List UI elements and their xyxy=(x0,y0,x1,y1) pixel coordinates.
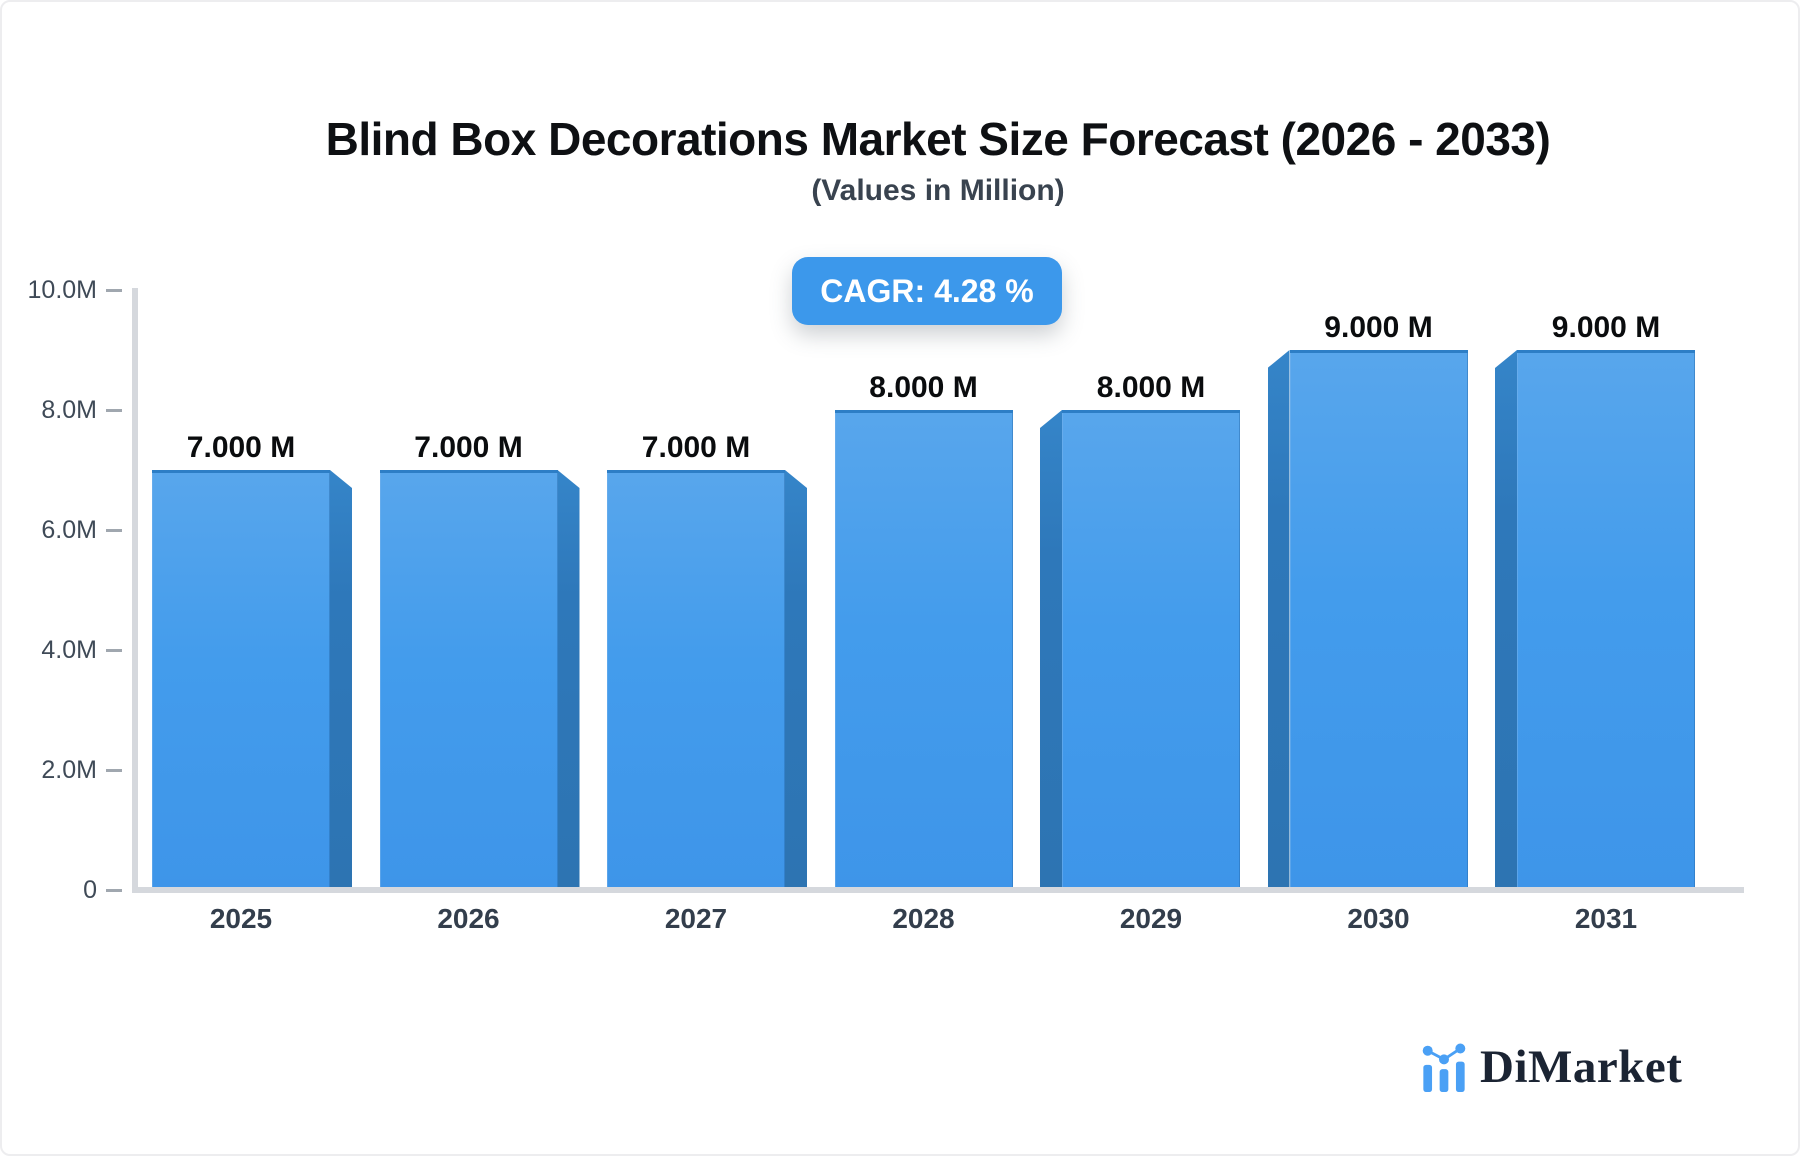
bar-2025 xyxy=(152,470,330,890)
bar-2029 xyxy=(1062,410,1240,890)
chart-title: Blind Box Decorations Market Size Foreca… xyxy=(325,113,1551,165)
bar-value-label: 7.000 M xyxy=(186,431,296,464)
y-axis-label: 4.0M xyxy=(41,636,97,664)
y-axis-label: 2.0M xyxy=(41,756,97,784)
bar-2027 xyxy=(607,470,785,890)
y-axis-tick xyxy=(106,649,122,652)
y-axis-tick xyxy=(106,529,122,532)
y-axis-label: 0 xyxy=(83,876,97,904)
bar-3d-side-2029 xyxy=(1040,410,1062,890)
bar-value-label: 7.000 M xyxy=(414,431,523,464)
dimarket-logo: DiMarket xyxy=(1420,1040,1682,1094)
bar-value-label: 9.000 M xyxy=(1551,311,1661,344)
bar-3d-side-2025 xyxy=(330,470,352,890)
bar-value-label: 8.000 M xyxy=(869,371,978,404)
bar-3d-side-2027 xyxy=(785,470,807,890)
x-axis-label: 2027 xyxy=(664,903,728,934)
x-axis-label: 2029 xyxy=(1119,903,1183,934)
bar-3d-side-2026 xyxy=(557,470,580,890)
x-axis-label: 2031 xyxy=(1574,903,1638,934)
y-axis-tick xyxy=(106,769,122,772)
bar-value-label: 9.000 M xyxy=(1324,311,1433,344)
cagr-badge: CAGR: 4.28 % xyxy=(792,257,1062,325)
bar-value-label: 7.000 M xyxy=(641,431,751,464)
x-axis-label: 2028 xyxy=(892,903,955,934)
y-axis-label: 8.0M xyxy=(41,396,97,424)
x-axis-line xyxy=(132,887,1744,893)
bar-2028 xyxy=(834,410,1013,890)
y-axis-tick xyxy=(106,409,122,412)
y-axis-line xyxy=(132,288,138,893)
mini-bar-chart-icon xyxy=(1422,1043,1466,1092)
x-axis-label: 2026 xyxy=(437,903,500,934)
bar-value-label: 8.000 M xyxy=(1096,371,1206,404)
y-axis-tick xyxy=(106,889,122,892)
y-axis-label: 10.0M xyxy=(27,276,97,304)
cagr-badge-label: CAGR: 4.28 % xyxy=(820,272,1034,309)
bar-2026 xyxy=(379,470,558,890)
x-axis-label: 2030 xyxy=(1347,903,1410,934)
bar-3d-side-2031 xyxy=(1495,350,1517,890)
bar-2030 xyxy=(1289,350,1468,890)
bar-3d-side-2030 xyxy=(1267,350,1290,890)
y-axis-tick xyxy=(106,289,122,292)
bar-2031 xyxy=(1517,350,1695,890)
logo-text: DiMarket xyxy=(1480,1041,1683,1093)
y-axis-label: 6.0M xyxy=(41,516,97,544)
chart-subtitle: (Values in Million) xyxy=(811,174,1065,207)
x-axis-label: 2025 xyxy=(209,903,273,934)
